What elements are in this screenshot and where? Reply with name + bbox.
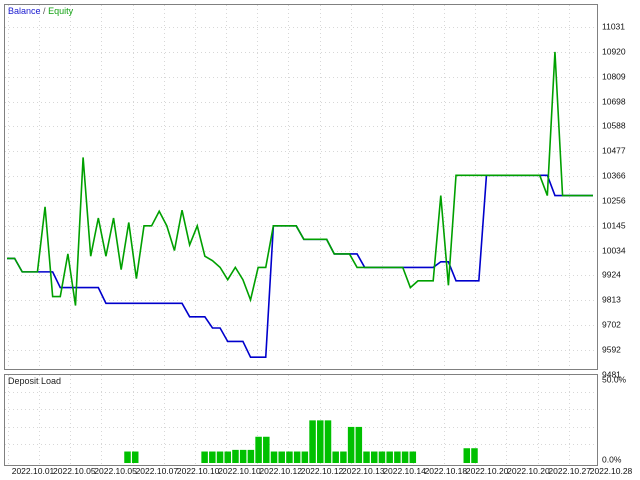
deposit-load-title: Deposit Load	[8, 376, 62, 386]
deposit-load-bar	[263, 436, 270, 463]
deposit-y-axis: 50.0% 0.0%	[600, 374, 640, 466]
deposit-load-bar	[386, 451, 393, 463]
deposit-load-panel: Deposit Load	[4, 374, 598, 466]
deposit-load-bar	[317, 420, 324, 463]
x-axis-tick-label: 2022.10.12	[259, 466, 302, 476]
deposit-load-bar	[409, 451, 417, 463]
x-axis-tick-label: 2022.10.10	[218, 466, 261, 476]
series-equity-line	[7, 51, 593, 306]
x-axis: 2022.10.01 2022.10.05 2022.10.05 2022.10.07…	[0, 466, 640, 480]
y-axis-tick-label: 10256	[602, 195, 626, 206]
balance-grid	[5, 5, 597, 369]
deposit-load-bar	[471, 448, 478, 463]
x-axis-tick-label: 2022.10.20	[465, 466, 509, 476]
x-axis-tick-label: 2022.10.12	[300, 466, 344, 476]
legend-equity-label: Equity	[48, 6, 74, 16]
deposit-load-bar	[201, 451, 208, 463]
x-axis-tick-label: 2022.10.01	[11, 466, 55, 476]
deposit-load-bar	[209, 451, 216, 463]
balance-equity-panel: Balance / Equity	[4, 4, 598, 370]
x-axis-tick-label: 2022.10.07	[135, 466, 179, 476]
y-axis-tick-label: 9813	[602, 294, 621, 305]
deposit-load-bar	[270, 451, 278, 463]
deposit-load-bar	[378, 451, 386, 463]
deposit-grid	[5, 375, 597, 465]
deposit-y-axis-tick-label: 0.0%	[602, 454, 622, 465]
balance-equity-series	[7, 51, 593, 358]
x-axis-tick-label: 2022.10.28	[589, 466, 633, 476]
balance-y-axis: 11031 10920 10809 10698 10588 10477 10366 10256…	[600, 4, 640, 379]
y-axis-tick-label: 10034	[602, 245, 626, 256]
y-axis-tick-label: 9702	[602, 319, 621, 330]
deposit-load-bar	[347, 426, 355, 463]
y-axis-tick-label: 9481	[602, 369, 621, 380]
x-axis-tick-label: 2022.10.14	[383, 466, 426, 476]
deposit-load-bar	[309, 420, 316, 463]
deposit-load-bar	[301, 451, 309, 463]
x-axis-tick-label: 2022.10.27	[548, 466, 591, 476]
deposit-load-bar	[286, 451, 293, 463]
y-axis-tick-label: 10809	[602, 71, 626, 82]
deposit-load-bar	[463, 448, 471, 463]
deposit-load-bar	[340, 451, 347, 463]
legend: Balance / Equity	[8, 6, 73, 17]
y-axis-tick-label: 9592	[602, 344, 621, 355]
deposit-load-bar	[332, 451, 339, 463]
deposit-load-bar	[239, 449, 247, 463]
y-axis-tick-label: 10698	[602, 96, 626, 107]
x-axis-tick-label: 2022.10.18	[424, 466, 468, 476]
legend-separator: /	[43, 6, 46, 16]
x-axis-tick-label: 2022.10.10	[176, 466, 220, 476]
deposit-load-bar	[324, 420, 332, 463]
y-axis-tick-label: 9924	[602, 269, 621, 280]
deposit-load-bar	[124, 451, 131, 463]
series-balance-line	[7, 174, 593, 358]
deposit-load-bar	[363, 451, 370, 463]
deposit-load-bar	[401, 451, 409, 463]
deposit-load-bar	[224, 451, 231, 463]
x-axis-tick-label: 2022.10.13	[342, 466, 385, 476]
deposit-load-bar	[255, 436, 262, 463]
deposit-load-bar	[216, 451, 224, 463]
deposit-load-bar	[355, 426, 363, 463]
x-axis-tick-label: 2022.10.20	[507, 466, 550, 476]
legend-balance-label: Balance	[8, 6, 41, 16]
deposit-load-bar	[232, 449, 239, 463]
y-axis-tick-label: 10477	[602, 145, 626, 156]
deposit-load-bar	[394, 451, 401, 463]
y-axis-tick-label: 10366	[602, 170, 626, 181]
y-axis-tick-label: 10588	[602, 120, 626, 131]
y-axis-tick-label: 11031	[602, 21, 626, 32]
x-axis-tick-label: 2022.10.05	[53, 466, 96, 476]
deposit-load-bar	[370, 451, 378, 463]
deposit-load-bar	[131, 451, 139, 463]
balance-equity-plot-area	[5, 5, 597, 369]
y-axis-tick-label: 10920	[602, 46, 626, 57]
deposit-load-bars	[124, 420, 478, 463]
deposit-y-axis-tick-label: 50.0%	[602, 374, 627, 385]
deposit-load-bar	[278, 451, 285, 463]
deposit-load-plot-area	[5, 375, 597, 465]
deposit-load-bar	[247, 449, 255, 463]
y-axis-tick-label: 10145	[602, 220, 626, 231]
deposit-load-bar	[293, 451, 301, 463]
x-axis-tick-label: 2022.10.05	[94, 466, 137, 476]
